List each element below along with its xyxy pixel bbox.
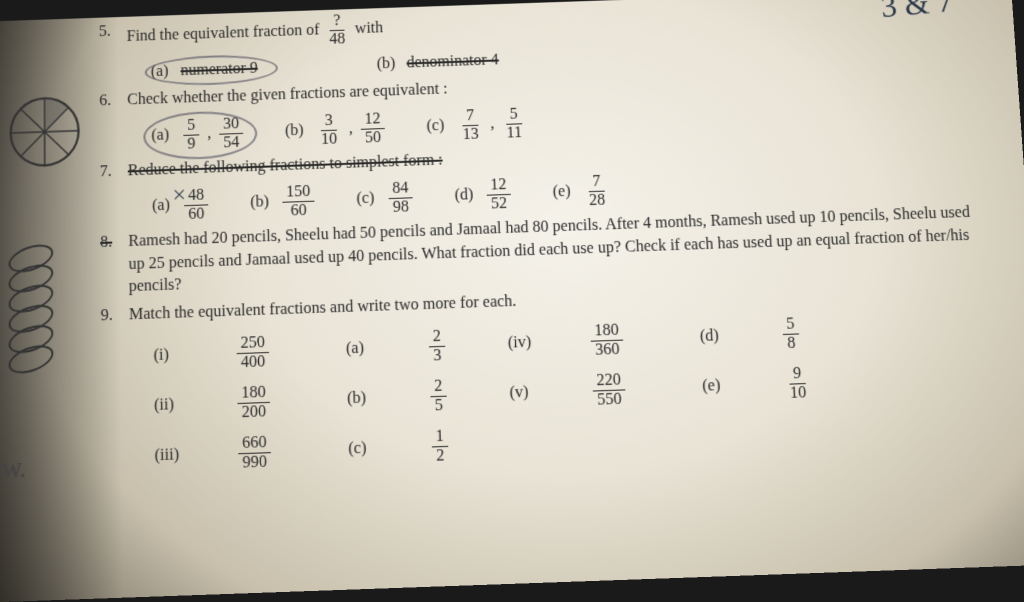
match-right-frac: 220550 <box>590 370 683 409</box>
q7-opt: (b)15060 <box>250 184 317 221</box>
match-left-ans: 12 <box>429 427 491 465</box>
side-label: W. <box>2 460 26 485</box>
alpha-label: (a) <box>346 336 407 361</box>
alpha-label: (c) <box>348 436 410 461</box>
q6-opt: (b)310, 1250 <box>285 111 387 149</box>
fraction: 25 <box>430 378 447 414</box>
fraction: 15060 <box>282 184 315 220</box>
roman-label: (i) <box>153 343 214 368</box>
fraction: 728 <box>584 174 609 210</box>
q8-num: 8. <box>100 232 112 255</box>
match-left-frac: 250400 <box>234 332 326 371</box>
q6-num: 6. <box>99 91 111 113</box>
match-right-ans: 910 <box>783 364 846 402</box>
roman-label: (iv) <box>508 330 570 355</box>
fraction: 660990 <box>238 434 271 471</box>
match-left-frac: 660990 <box>236 432 328 471</box>
q7-num: 7. <box>100 161 112 184</box>
roman-label <box>511 442 572 444</box>
fraction: 1252 <box>486 177 511 213</box>
q5-num: 5. <box>99 21 111 43</box>
alpha-label: (b) <box>347 386 409 411</box>
q7-opt: (e)728 <box>552 174 611 211</box>
q6-opt: (c)713, 511 <box>426 106 528 144</box>
spiral-binding-icon <box>8 244 99 389</box>
page-content: 5. Find the equivalent fraction of ? 48 … <box>99 0 1004 483</box>
match-right-ans: 58 <box>780 314 843 352</box>
q9-match-grid: (i) 250400 (a) 23 (iv) 180360 (d) 58 (ii) 180200 (… <box>153 309 1002 474</box>
q6-opt: (a)59, 3054 <box>151 116 245 154</box>
alpha-label: (d) <box>699 324 761 349</box>
q7-opt: (c)8498 <box>356 181 415 218</box>
fraction: 180360 <box>590 322 624 359</box>
q5-text-b: with <box>355 20 384 37</box>
fraction: 12 <box>431 428 448 465</box>
match-right-frac <box>593 438 685 441</box>
question-9: 9. Match the equivalent fractions and wr… <box>101 275 1003 477</box>
scanned-page: 3 & 7 W. 5. Find the equivalent fraction… <box>0 0 1024 602</box>
fraction: 180200 <box>237 384 270 421</box>
alpha-label <box>705 435 766 437</box>
q9-num: 9. <box>101 305 113 328</box>
roman-label: (v) <box>509 380 571 405</box>
fraction: 220550 <box>592 372 626 409</box>
fraction: 250400 <box>236 334 269 371</box>
pen-scribble: ⨉ <box>174 186 185 204</box>
pen-circle <box>143 110 257 161</box>
fraction: 58 <box>782 316 800 352</box>
fraction: 310 <box>317 113 342 148</box>
pen-circle <box>145 53 278 87</box>
match-left-frac: 180200 <box>235 382 327 421</box>
roman-label: (ii) <box>154 393 215 418</box>
fraction: 1250 <box>360 111 385 146</box>
alpha-label: (e) <box>702 373 764 398</box>
pie-chart-icon <box>8 94 82 169</box>
match-right-frac: 180360 <box>588 320 681 359</box>
match-left-ans: 25 <box>428 377 490 415</box>
q5-opt-b: (b) denominator 4 <box>377 50 500 76</box>
q5-opt-a: (a) numerator 9 <box>151 58 258 84</box>
q5-b-text: denominator 4 <box>406 50 499 75</box>
fraction: 713 <box>458 108 483 143</box>
fraction: 23 <box>428 328 445 364</box>
fraction: 8498 <box>388 181 413 217</box>
q5-fraction: ? 48 <box>325 13 350 48</box>
fraction: 511 <box>502 106 527 141</box>
fraction: 910 <box>785 365 811 402</box>
fraction: 4860 <box>184 188 209 224</box>
q9-text: Match the equivalent fractions and write… <box>129 293 517 324</box>
roman-label: (iii) <box>154 443 215 468</box>
q7-opt: ⨉(a)4860 <box>152 188 211 225</box>
q6-text: Check whether the given fractions are eq… <box>127 81 448 109</box>
match-right-ans <box>786 432 847 434</box>
q5-text-a: Find the equivalent fraction of <box>127 22 324 45</box>
match-left-ans: 23 <box>426 327 488 365</box>
q7-opt: (d)1252 <box>454 177 513 214</box>
